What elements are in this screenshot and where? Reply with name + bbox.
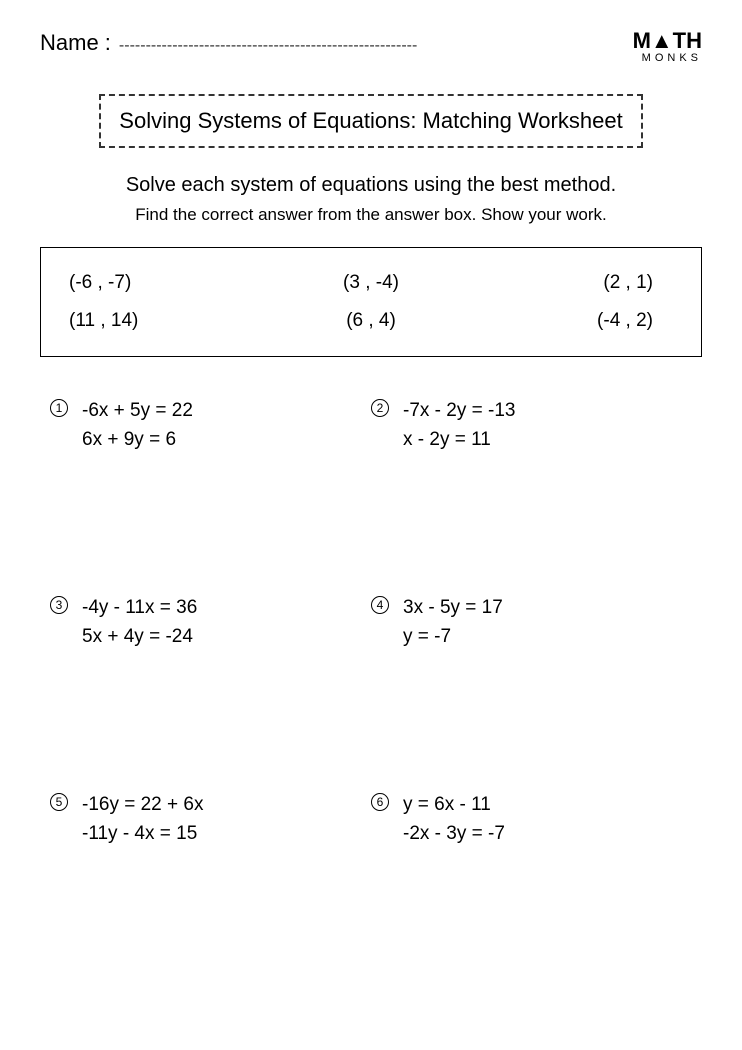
answer-box: (-6 , -7) (3 , -4) (2 , 1) (11 , 14) (6 … <box>40 247 702 357</box>
problem-equations: y = 6x - 11 -2x - 3y = -7 <box>403 791 505 848</box>
name-field[interactable]: Name : ---------------------------------… <box>40 30 417 56</box>
problem-number: 2 <box>371 399 389 417</box>
equation-line: 3x - 5y = 17 <box>403 594 503 623</box>
name-blank-line: ----------------------------------------… <box>119 37 417 55</box>
problem-6: 6 y = 6x - 11 -2x - 3y = -7 <box>371 791 692 848</box>
worksheet-title: Solving Systems of Equations: Matching W… <box>119 108 622 134</box>
equation-line: -4y - 11x = 36 <box>82 594 197 623</box>
problem-equations: -4y - 11x = 36 5x + 4y = -24 <box>82 594 197 651</box>
logo-sub: MONKS <box>633 53 702 64</box>
header: Name : ---------------------------------… <box>40 30 702 64</box>
problem-number: 6 <box>371 793 389 811</box>
problem-equations: -6x + 5y = 22 6x + 9y = 6 <box>82 397 193 454</box>
answer-option: (6 , 4) <box>271 310 470 332</box>
problem-equations: 3x - 5y = 17 y = -7 <box>403 594 503 651</box>
problem-2: 2 -7x - 2y = -13 x - 2y = 11 <box>371 397 692 454</box>
problem-4: 4 3x - 5y = 17 y = -7 <box>371 594 692 651</box>
equation-line: -6x + 5y = 22 <box>82 397 193 426</box>
problem-3: 3 -4y - 11x = 36 5x + 4y = -24 <box>50 594 371 651</box>
worksheet-title-box: Solving Systems of Equations: Matching W… <box>99 94 642 148</box>
problem-row: 5 -16y = 22 + 6x -11y - 4x = 15 6 y = 6x… <box>50 791 692 848</box>
answer-option: (2 , 1) <box>474 272 673 294</box>
equation-line: -11y - 4x = 15 <box>82 820 203 849</box>
answer-option: (-6 , -7) <box>69 272 268 294</box>
equation-line: -7x - 2y = -13 <box>403 397 515 426</box>
instruction-primary: Solve each system of equations using the… <box>40 174 702 197</box>
problems-section: 1 -6x + 5y = 22 6x + 9y = 6 2 -7x - 2y =… <box>40 397 702 848</box>
problem-row: 1 -6x + 5y = 22 6x + 9y = 6 2 -7x - 2y =… <box>50 397 692 454</box>
answer-option: (11 , 14) <box>69 310 268 332</box>
instruction-secondary: Find the correct answer from the answer … <box>40 205 702 225</box>
problem-number: 5 <box>50 793 68 811</box>
problem-row: 3 -4y - 11x = 36 5x + 4y = -24 4 3x - 5y… <box>50 594 692 651</box>
logo-main: M▲TH <box>633 30 702 52</box>
brand-logo: M▲TH MONKS <box>633 30 702 64</box>
equation-line: y = 6x - 11 <box>403 791 505 820</box>
equation-line: -16y = 22 + 6x <box>82 791 203 820</box>
equation-line: -2x - 3y = -7 <box>403 820 505 849</box>
equation-line: y = -7 <box>403 623 503 652</box>
problem-number: 1 <box>50 399 68 417</box>
name-label: Name : <box>40 30 111 56</box>
problem-5: 5 -16y = 22 + 6x -11y - 4x = 15 <box>50 791 371 848</box>
problem-number: 4 <box>371 596 389 614</box>
equation-line: 6x + 9y = 6 <box>82 426 193 455</box>
answer-option: (-4 , 2) <box>474 310 673 332</box>
problem-number: 3 <box>50 596 68 614</box>
problem-equations: -16y = 22 + 6x -11y - 4x = 15 <box>82 791 203 848</box>
equation-line: 5x + 4y = -24 <box>82 623 197 652</box>
answer-option: (3 , -4) <box>271 272 470 294</box>
problem-1: 1 -6x + 5y = 22 6x + 9y = 6 <box>50 397 371 454</box>
equation-line: x - 2y = 11 <box>403 426 515 455</box>
answer-row-2: (11 , 14) (6 , 4) (-4 , 2) <box>69 302 673 340</box>
problem-equations: -7x - 2y = -13 x - 2y = 11 <box>403 397 515 454</box>
answer-row-1: (-6 , -7) (3 , -4) (2 , 1) <box>69 264 673 302</box>
